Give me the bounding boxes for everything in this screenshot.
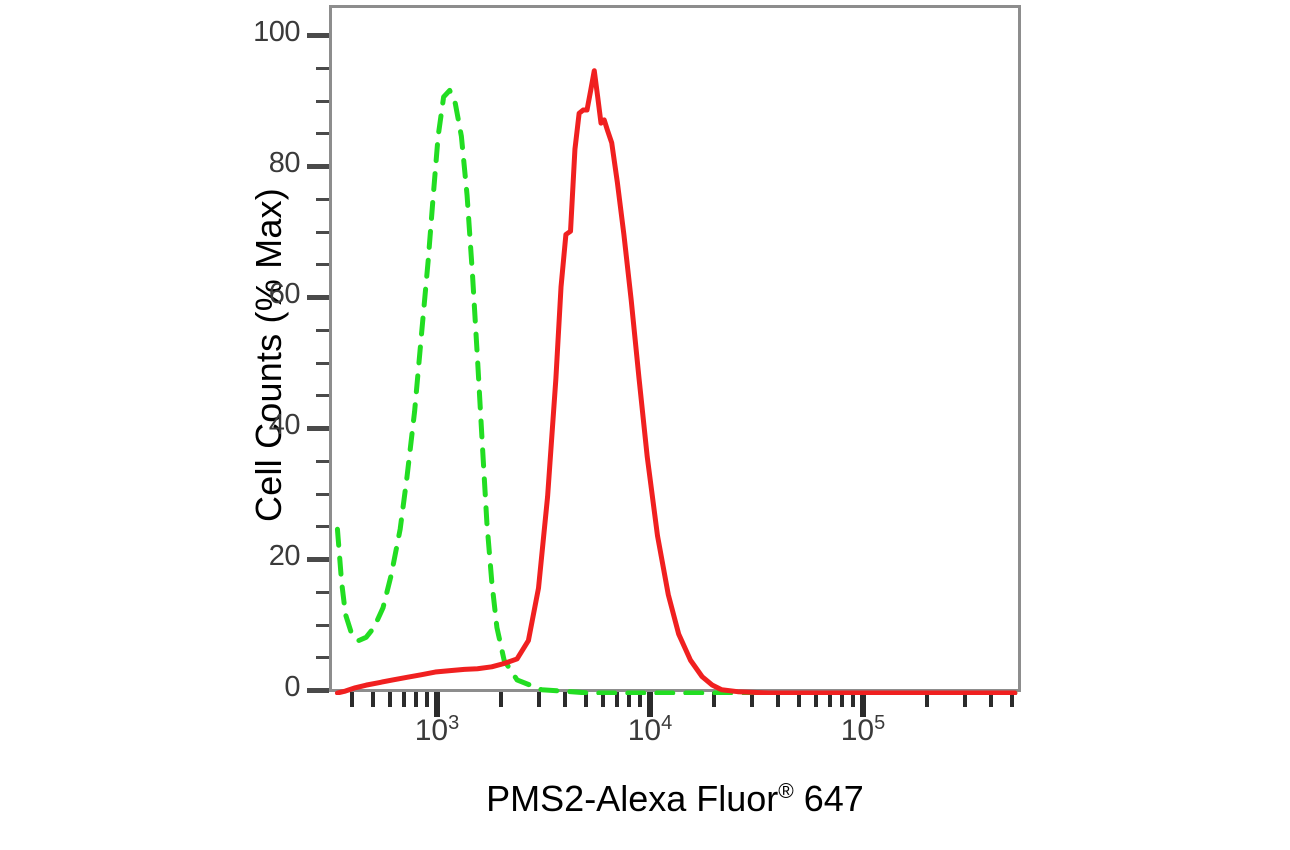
x-tick-500000 — [1009, 692, 1014, 707]
y-tick-15 — [316, 590, 329, 594]
y-tick-95 — [316, 66, 329, 70]
x-axis-title-tail: 647 — [793, 778, 864, 819]
x-tick-1000 — [434, 692, 440, 717]
x-tick-400 — [350, 692, 355, 707]
x-tick-label-text: 103 — [414, 712, 460, 747]
y-tick-45 — [316, 394, 329, 398]
x-tick-900 — [425, 692, 430, 707]
curve-isotype-control — [334, 87, 1018, 695]
x-tick-100000 — [860, 692, 866, 717]
x-tick-6000 — [600, 692, 605, 707]
y-tick-75 — [316, 197, 329, 201]
y-tick-25 — [316, 525, 329, 529]
y-tick-10 — [316, 623, 329, 627]
histogram-curves — [334, 68, 1018, 695]
x-tick-40000 — [776, 692, 781, 707]
x-tick-2000 — [499, 692, 504, 707]
x-tick-90000 — [851, 692, 856, 707]
y-tick-label-text: 100 — [253, 16, 300, 48]
x-tick-5000 — [583, 692, 588, 707]
registered-trademark-icon: ® — [778, 780, 794, 803]
y-tick-40 — [307, 426, 329, 431]
x-tick-200000 — [925, 692, 930, 707]
y-tick-label-text: 40 — [268, 409, 301, 441]
y-tick-60 — [307, 295, 329, 300]
y-tick-85 — [316, 132, 329, 136]
y-axis-title: Cell Counts (% Max) — [248, 188, 289, 522]
y-tick-0 — [307, 688, 329, 693]
x-tick-30000 — [749, 692, 754, 707]
y-tick-80 — [307, 164, 329, 169]
x-tick-300000 — [962, 692, 967, 707]
x-tick-20000 — [712, 692, 717, 707]
y-tick-label-text: 20 — [268, 540, 301, 572]
x-tick-400000 — [989, 692, 994, 707]
y-tick-35 — [316, 459, 329, 463]
x-tick-9000 — [638, 692, 643, 707]
x-tick-label-text: 105 — [840, 712, 886, 747]
x-tick-50000 — [796, 692, 801, 707]
x-tick-800 — [414, 692, 419, 707]
x-tick-8000 — [627, 692, 632, 707]
y-tick-55 — [316, 328, 329, 332]
x-tick-700 — [402, 692, 406, 707]
x-tick-3000 — [536, 692, 541, 707]
y-tick-5 — [316, 656, 329, 660]
x-tick-80000 — [840, 692, 845, 707]
x-tick-4000 — [563, 692, 568, 707]
x-tick-label-text: 104 — [627, 712, 673, 747]
x-tick-600 — [387, 692, 392, 707]
plot-area — [329, 5, 1021, 695]
x-axis-title: PMS2-Alexa Fluor® 647 — [329, 778, 1021, 820]
curve-pms2-stained — [334, 68, 1018, 695]
y-tick-30 — [316, 492, 329, 496]
x-tick-60000 — [813, 692, 818, 707]
y-tick-65 — [316, 263, 329, 267]
y-tick-label-text: 0 — [284, 671, 300, 703]
y-tick-label-text: 80 — [268, 147, 301, 179]
y-tick-label-text: 60 — [268, 278, 301, 310]
y-tick-50 — [316, 361, 329, 365]
y-tick-100 — [307, 33, 329, 38]
x-axis-title-main: PMS2-Alexa Fluor — [486, 778, 779, 819]
y-tick-90 — [316, 99, 329, 103]
x-tick-70000 — [828, 692, 832, 707]
y-tick-70 — [316, 230, 329, 234]
x-tick-10000 — [647, 692, 653, 717]
y-tick-20 — [307, 557, 329, 562]
x-tick-500 — [370, 692, 375, 707]
x-tick-7000 — [615, 692, 619, 707]
